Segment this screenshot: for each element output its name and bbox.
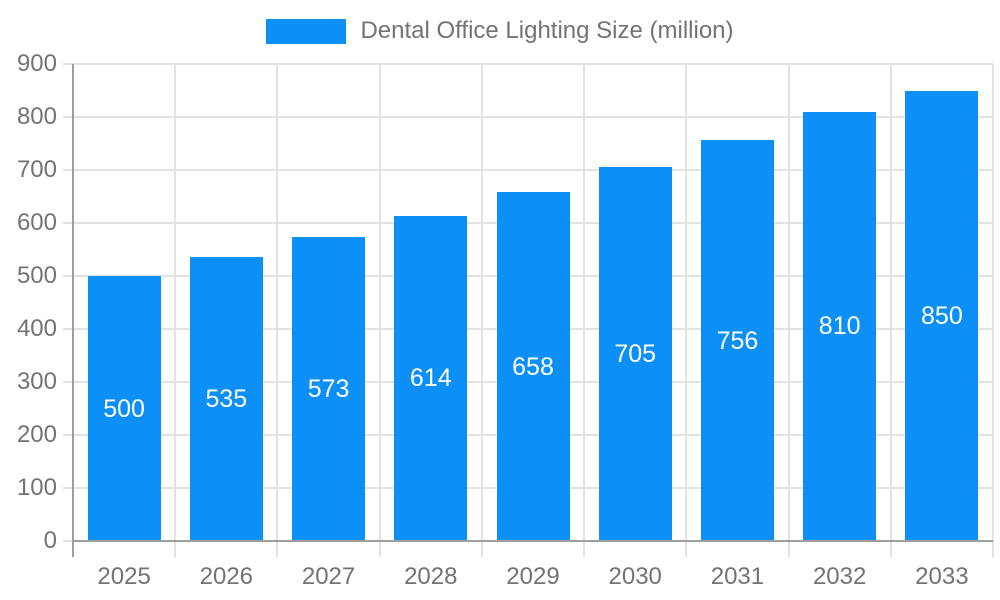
bar[interactable] [189,257,263,541]
bar-value-label: 810 [818,312,861,341]
x-axis-tick-label: 2028 [404,563,458,590]
y-axis-tick-label: 900 [16,50,57,77]
bar-value-label: 614 [409,364,452,393]
x-axis-tick-label: 2032 [812,563,867,590]
y-axis-tick-label: 200 [16,421,57,448]
x-gridline [992,64,994,557]
bar[interactable] [496,192,570,541]
y-axis-tick-label: 600 [16,209,57,236]
y-axis-tick-label: 800 [16,103,57,130]
legend[interactable]: Dental Office Lighting Size (million) [0,15,1000,47]
bar[interactable] [598,167,672,541]
x-gridline [276,64,279,557]
y-gridline [63,63,993,65]
legend-label[interactable]: Dental Office Lighting Size (million) [360,17,734,44]
x-gridline [685,64,688,557]
y-axis-tick-label: 0 [43,527,57,554]
y-axis-tick-label: 400 [16,315,57,342]
bar-value-label: 535 [205,385,248,414]
y-gridline [63,169,993,171]
x-axis-tick-label: 2033 [915,563,969,590]
y-axis-tick-label: 700 [16,156,57,183]
x-axis-tick-label: 2027 [301,563,356,590]
bar-value-label: 850 [921,301,963,330]
bar-value-label: 756 [716,326,759,355]
x-gridline [787,64,790,557]
x-axis-tick-label: 2030 [608,563,662,590]
y-axis-tick-label: 100 [16,474,57,501]
x-gridline [378,64,381,557]
bar-value-label: 658 [512,352,554,381]
y-gridline [63,116,993,118]
x-axis-tick-label: 2029 [506,563,560,590]
x-axis-tick-label: 2031 [710,563,765,590]
x-axis-tick-label: 2025 [97,563,151,590]
x-gridline [889,64,892,557]
bar[interactable] [803,111,877,541]
bar[interactable] [394,215,468,541]
x-gridline [480,64,483,557]
x-axis-line [73,540,993,542]
bar[interactable] [292,237,366,541]
legend-swatch[interactable] [266,18,347,44]
y-axis-line [72,64,74,557]
x-gridline [583,64,586,557]
bar-value-label: 573 [307,375,350,404]
bar[interactable] [700,140,774,541]
x-gridline [174,64,177,557]
y-axis-tick-label: 500 [16,262,57,289]
bar-value-label: 500 [103,394,145,423]
bar[interactable] [87,276,161,541]
x-axis-tick-label: 2026 [199,563,254,590]
bar-value-label: 705 [614,340,657,369]
bar[interactable] [905,90,979,541]
y-axis-tick-label: 300 [16,368,57,395]
